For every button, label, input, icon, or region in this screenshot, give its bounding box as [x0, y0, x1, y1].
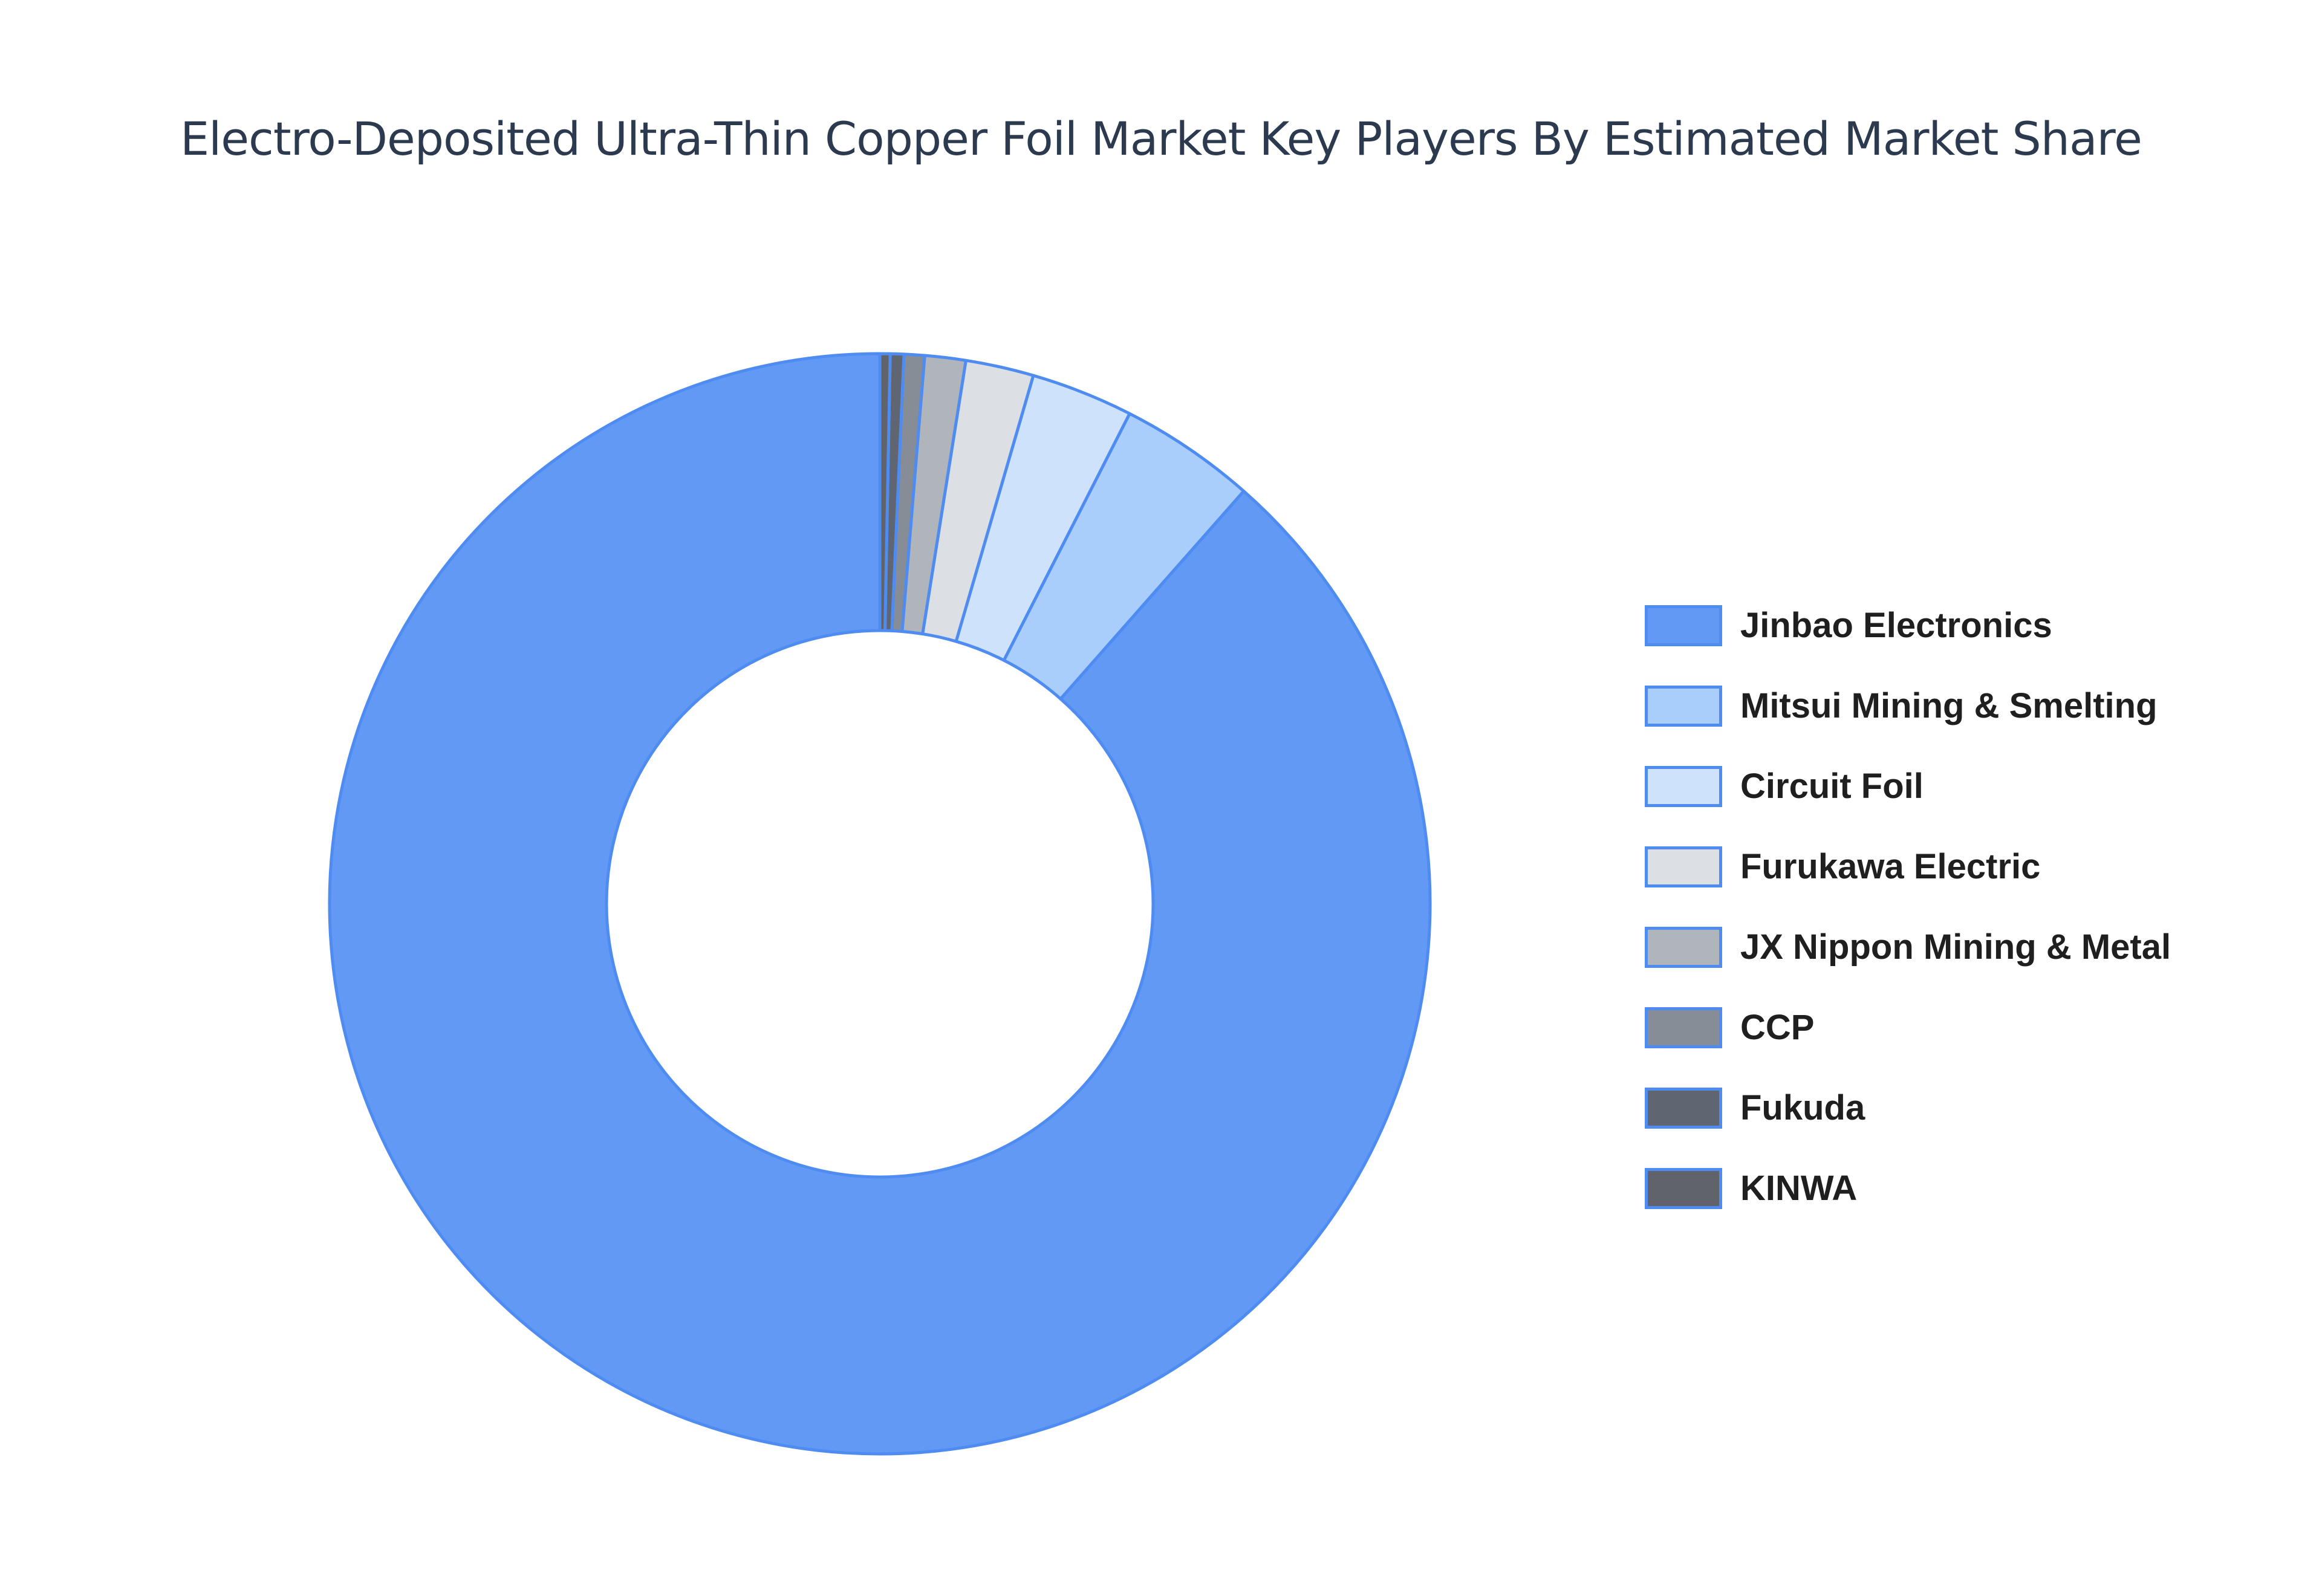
slice-jinbao-electronics[interactable]: [328, 352, 1432, 1456]
legend-label: Furukawa Electric: [1740, 847, 2041, 886]
slice-circuit-foil[interactable]: [954, 374, 1131, 662]
legend-item[interactable]: Jinbao Electronics: [1645, 585, 2171, 666]
legend-label: Circuit Foil: [1740, 767, 1924, 806]
legend-item[interactable]: Mitsui Mining & Smelting: [1645, 666, 2171, 746]
legend-label: Mitsui Mining & Smelting: [1740, 686, 2158, 725]
legend-label: Jinbao Electronics: [1740, 606, 2052, 645]
legend-swatch: [1645, 685, 1722, 727]
legend-swatch: [1645, 1087, 1722, 1129]
legend-swatch: [1645, 605, 1722, 646]
legend-label: Fukuda: [1740, 1088, 1865, 1127]
legend-label: JX Nippon Mining & Metal: [1740, 927, 2171, 967]
legend-swatch: [1645, 1167, 1722, 1209]
legend-item[interactable]: KINWA: [1645, 1148, 2171, 1228]
legend-item[interactable]: JX Nippon Mining & Metal: [1645, 907, 2171, 987]
legend-item[interactable]: Furukawa Electric: [1645, 826, 2171, 907]
legend-item[interactable]: Fukuda: [1645, 1068, 2171, 1148]
legend-item[interactable]: CCP: [1645, 987, 2171, 1068]
chart-title: Electro-Deposited Ultra-Thin Copper Foil…: [180, 112, 2142, 166]
slice-mitsui-mining-smelting[interactable]: [1002, 412, 1246, 701]
legend-swatch: [1645, 765, 1722, 807]
legend-swatch: [1645, 1007, 1722, 1048]
slice-furukawa-electric[interactable]: [921, 358, 1035, 643]
legend-swatch: [1645, 846, 1722, 887]
legend-swatch: [1645, 926, 1722, 968]
legend-label: CCP: [1740, 1008, 1815, 1047]
slice-jx-nippon-mining-metal[interactable]: [900, 354, 968, 636]
legend-label: KINWA: [1740, 1169, 1858, 1208]
slice-kinwa[interactable]: [878, 352, 892, 632]
legend: Jinbao Electronics Mitsui Mining & Smelti…: [1645, 585, 2171, 1228]
legend-item[interactable]: Circuit Foil: [1645, 746, 2171, 826]
